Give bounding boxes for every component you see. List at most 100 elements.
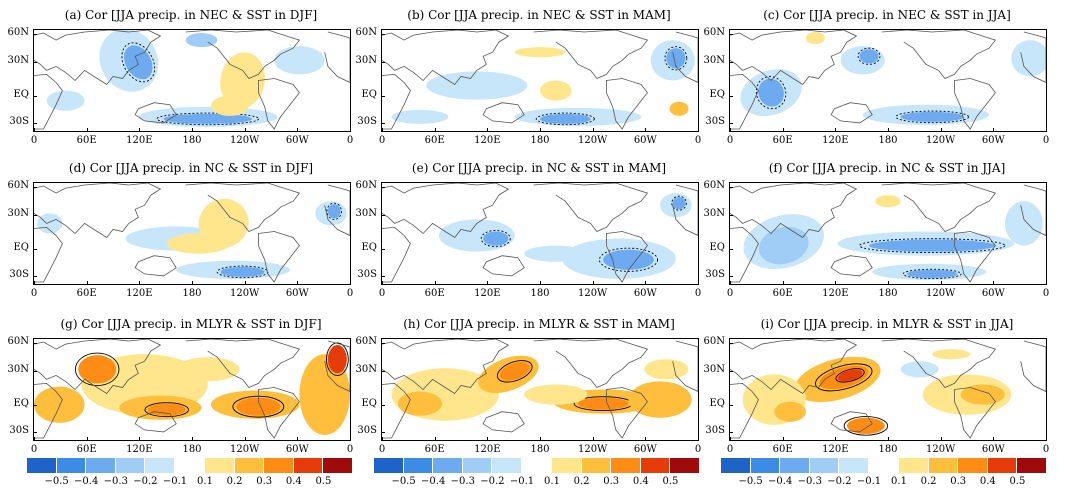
latitude-label: 60N <box>703 336 725 348</box>
latitude-label: 30S <box>9 268 29 280</box>
longitude-label: 0 <box>378 135 386 146</box>
axis-tick <box>730 437 731 441</box>
axis-tick <box>540 128 541 132</box>
colorbar-label: −0.4 <box>421 476 446 487</box>
latitude-label: EQ <box>361 397 378 409</box>
positive-correlation-area <box>628 381 692 418</box>
negative-colorbar <box>721 458 869 473</box>
longitude-label: 120E <box>474 444 501 455</box>
positive-correlation-area <box>669 101 689 116</box>
longitude-label: 120W <box>577 288 608 299</box>
colorbar-swatch <box>928 458 959 473</box>
axis-tick <box>835 128 837 132</box>
longitude-label: 180 <box>530 288 550 299</box>
axis-tick <box>297 437 299 441</box>
colorbar-swatch <box>205 458 235 473</box>
longitude-label: 0 <box>346 444 354 455</box>
colorbar-label: 0.2 <box>226 476 243 487</box>
panel-title: (a) Cor [JJA precip. in NEC & SST in DJF… <box>64 8 318 22</box>
longitude-label: 60E <box>424 135 445 146</box>
coastline <box>1020 31 1046 83</box>
longitude-label: 0 <box>1042 444 1050 455</box>
colorbar-swatch <box>611 458 641 473</box>
coastline <box>606 387 648 439</box>
significance-contour <box>326 342 349 376</box>
colorbar-label: 0.3 <box>950 476 967 487</box>
longitude-label: 120W <box>229 135 260 146</box>
axis-tick <box>34 128 35 132</box>
longitude-label: 180 <box>530 444 550 455</box>
axis-tick <box>86 128 88 132</box>
axis-tick <box>730 128 731 132</box>
positive-correlation-area <box>846 417 885 434</box>
longitude-label: 120W <box>229 288 260 299</box>
axis-tick <box>139 437 141 441</box>
axis-tick <box>993 437 995 441</box>
colorbar-label: −0.2 <box>480 476 505 487</box>
coastline <box>382 73 411 130</box>
axis-tick <box>729 34 733 36</box>
axis-tick <box>33 34 37 36</box>
latitude-label: 30N <box>7 55 29 67</box>
colorbar-label: 0.1 <box>544 476 560 487</box>
axis-tick <box>729 248 733 250</box>
axis-tick <box>297 281 299 285</box>
significance-contour <box>156 112 260 126</box>
axis-tick <box>1046 437 1047 441</box>
map-svg <box>382 183 698 283</box>
axis-tick <box>729 95 733 97</box>
colorbar-label: −0.4 <box>768 476 793 487</box>
significance-contour <box>857 47 881 65</box>
positive-correlation-area <box>299 354 350 435</box>
axis-tick <box>888 281 889 285</box>
positive-correlation-area <box>210 95 249 116</box>
axis-tick <box>540 281 541 285</box>
colorbar-swatch <box>264 458 294 473</box>
positive-correlation-area <box>236 397 281 416</box>
axis-tick <box>487 437 489 441</box>
latitude-label: 60N <box>355 336 377 348</box>
axis-tick <box>730 281 731 285</box>
longitude-label: 0 <box>346 288 354 299</box>
correlation-map <box>33 29 351 132</box>
colorbar-label: 0.1 <box>891 476 907 487</box>
colorbar-label: −0.1 <box>162 476 188 487</box>
coastline <box>1020 184 1046 236</box>
longitude-label: 60W <box>981 135 1005 146</box>
longitude-label: 0 <box>378 288 386 299</box>
positive-correlation-area <box>932 349 971 360</box>
axis-tick <box>381 404 385 406</box>
negative-colorbar <box>374 458 522 473</box>
colorbar-label: 0.4 <box>979 476 996 487</box>
longitude-label: 60E <box>772 444 793 455</box>
positive-correlation-area <box>774 401 806 422</box>
panel-title: (h) Cor [JJA precip. in MLYR & SST in MA… <box>403 317 675 331</box>
latitude-label: 30S <box>705 424 725 436</box>
significance-contour <box>598 247 659 272</box>
coastline <box>34 30 162 86</box>
significance-contour <box>74 352 120 387</box>
colorbar-swatch <box>987 458 1018 473</box>
longitude-label: 120W <box>925 444 956 455</box>
axis-tick <box>381 371 385 373</box>
latitude-label: 30N <box>355 55 377 67</box>
axis-tick <box>835 437 837 441</box>
coastline <box>954 231 996 283</box>
longitude-label: 60E <box>76 135 97 146</box>
coastline <box>881 339 997 388</box>
longitude-label: 60W <box>285 135 309 146</box>
coastline <box>34 382 63 439</box>
coastline <box>672 184 698 236</box>
axis-tick <box>940 437 942 441</box>
negative-correlation-area <box>906 269 958 278</box>
negative-correlation-area <box>220 266 265 277</box>
axis-tick <box>139 281 141 285</box>
axis-tick <box>940 128 942 132</box>
axis-tick <box>33 343 37 345</box>
longitude-label: 0 <box>30 288 38 299</box>
colorbar-swatch <box>721 458 751 473</box>
coastline <box>258 231 300 283</box>
longitude-label: 0 <box>726 135 734 146</box>
longitude-label: 120E <box>822 135 849 146</box>
axis-tick <box>192 128 193 132</box>
